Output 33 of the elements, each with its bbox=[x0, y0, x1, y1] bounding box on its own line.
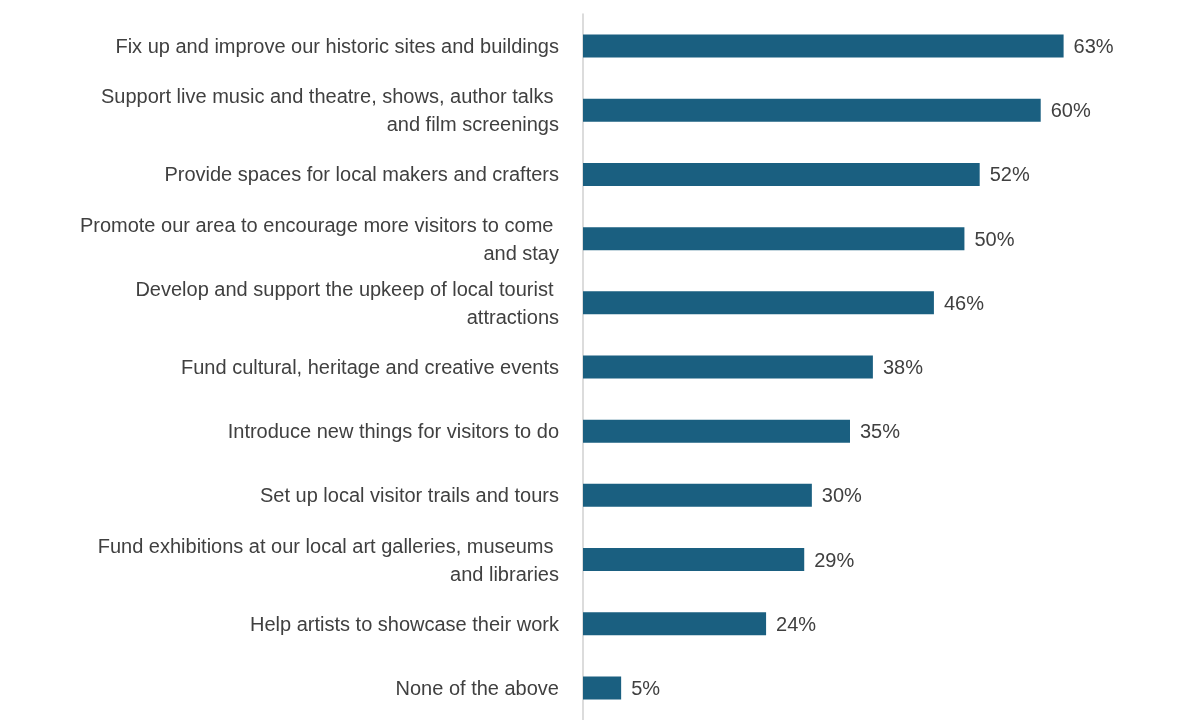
y-tick-label: Fund cultural, heritage and creative events bbox=[181, 356, 559, 378]
bar bbox=[583, 676, 622, 700]
bar bbox=[583, 162, 980, 186]
bar bbox=[583, 419, 850, 443]
bar bbox=[583, 355, 873, 379]
bar bbox=[583, 483, 812, 507]
data-label: 24% bbox=[776, 612, 817, 635]
data-label: 29% bbox=[814, 548, 855, 571]
y-tick-label: Set up local visitor trails and tours bbox=[259, 484, 559, 507]
y-tick-label: Develop and support the upkeep of local tourist attractions bbox=[135, 277, 559, 328]
data-label: 63% bbox=[1073, 35, 1114, 58]
y-tick-label: Provide spaces for local makers and crafters bbox=[164, 163, 559, 186]
bar bbox=[583, 34, 1064, 58]
y-tick-label: Help artists to showcase their work bbox=[249, 612, 560, 635]
y-tick-label: Introduce new things for visitors to do bbox=[227, 420, 559, 443]
data-label: 30% bbox=[821, 484, 863, 507]
y-tick-label: Promote our area to encourage more visitors to come and stay bbox=[79, 213, 559, 264]
data-label: 5% bbox=[631, 676, 661, 699]
y-tick-label: None of the above bbox=[395, 676, 559, 699]
y-tick-label: Fund exhibitions at our local art galleries, museums and libraries bbox=[97, 534, 559, 585]
data-label: 35% bbox=[860, 420, 901, 443]
y-tick-label: Fix up and improve our historic sites and buildings bbox=[115, 35, 559, 58]
bar bbox=[583, 98, 1041, 122]
data-label: 50% bbox=[974, 227, 1015, 250]
bar bbox=[583, 612, 767, 636]
data-label: 60% bbox=[1050, 99, 1091, 122]
data-label: 46% bbox=[943, 291, 985, 314]
y-tick-label: Support live music and theatre, shows, author talks and film screenings bbox=[100, 85, 559, 136]
bar bbox=[583, 227, 965, 251]
bar bbox=[583, 548, 805, 572]
data-label: 38% bbox=[882, 356, 924, 378]
bar bbox=[583, 291, 934, 315]
data-label: 52% bbox=[989, 163, 1030, 186]
